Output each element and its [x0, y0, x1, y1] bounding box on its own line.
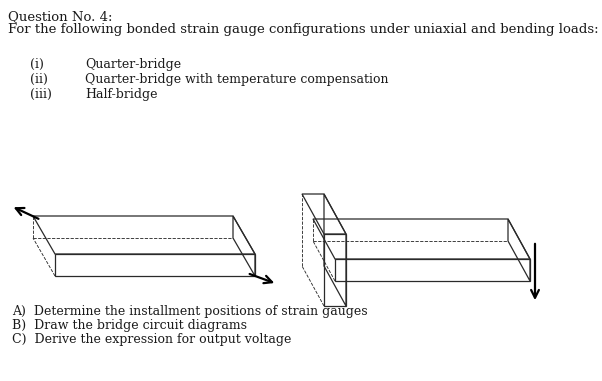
Text: A)  Determine the installment positions of strain gauges: A) Determine the installment positions o… — [12, 305, 368, 318]
Text: Question No. 4:: Question No. 4: — [8, 10, 113, 23]
Text: Quarter-bridge with temperature compensation: Quarter-bridge with temperature compensa… — [85, 73, 388, 86]
Text: (i): (i) — [30, 58, 44, 71]
Text: For the following bonded strain gauge configurations under uniaxial and bending : For the following bonded strain gauge co… — [8, 23, 598, 36]
Text: (iii): (iii) — [30, 88, 52, 101]
Text: (ii): (ii) — [30, 73, 48, 86]
Text: C)  Derive the expression for output voltage: C) Derive the expression for output volt… — [12, 333, 291, 346]
Text: Half-bridge: Half-bridge — [85, 88, 158, 101]
Text: B)  Draw the bridge circuit diagrams: B) Draw the bridge circuit diagrams — [12, 319, 247, 332]
Text: Quarter-bridge: Quarter-bridge — [85, 58, 181, 71]
